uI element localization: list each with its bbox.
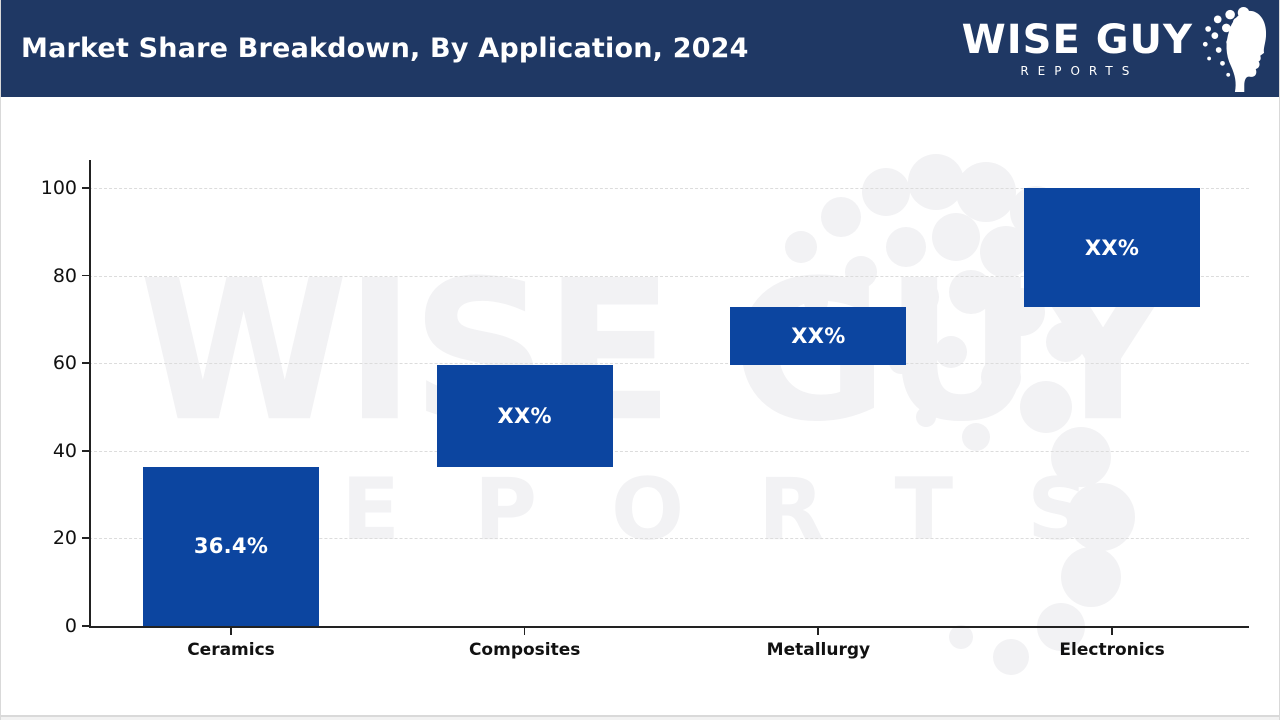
x-tick-mark-electronics bbox=[1111, 628, 1113, 635]
bar-value-label-electronics: XX% bbox=[1084, 235, 1140, 260]
gridline-60 bbox=[89, 363, 1249, 365]
x-category-label-electronics: Electronics bbox=[1059, 640, 1165, 660]
watermark-dot bbox=[886, 227, 926, 267]
watermark-dot bbox=[821, 197, 861, 237]
watermark-dot bbox=[1020, 381, 1072, 433]
y-tick-mark-100 bbox=[82, 187, 89, 189]
watermark-dot bbox=[908, 154, 964, 210]
watermark-dot bbox=[845, 256, 877, 288]
plot-area: WISE GUY REPORTS 0 20 40 60 80 100 36.4% XX% XX… bbox=[1, 97, 1279, 716]
gridline-80 bbox=[89, 275, 1249, 277]
y-tick-label-100: 100 bbox=[40, 177, 77, 199]
x-tick-mark-metallurgy bbox=[817, 628, 820, 635]
bar-composites: XX% bbox=[436, 365, 613, 467]
chart-title: Market Share Breakdown, By Application, … bbox=[21, 33, 749, 64]
x-category-label-ceramics: Ceramics bbox=[187, 640, 275, 660]
logo-wordmark: WISE GUY REPORTS bbox=[962, 20, 1193, 78]
bar-value-label-composites: XX% bbox=[497, 403, 552, 428]
x-tick-mark-ceramics bbox=[230, 628, 232, 635]
bar-metallurgy: XX% bbox=[730, 307, 907, 366]
logo-wordmark-sub: REPORTS bbox=[1020, 64, 1139, 78]
y-tick-label-60: 60 bbox=[52, 352, 77, 375]
y-tick-label-40: 40 bbox=[52, 439, 77, 462]
bottom-border bbox=[1, 715, 1279, 717]
logo-wordmark-main: WISE GUY bbox=[961, 17, 1193, 63]
watermark-text-2: REPORTS bbox=[201, 460, 1164, 560]
watermark-dot bbox=[949, 625, 973, 649]
y-tick-mark-40 bbox=[82, 449, 89, 452]
watermark-dot bbox=[1061, 547, 1121, 607]
y-tick-label-0: 0 bbox=[64, 615, 77, 637]
x-category-label-metallurgy: Metallurgy bbox=[766, 640, 871, 660]
watermark-dot bbox=[962, 423, 990, 451]
y-tick-mark-20 bbox=[82, 537, 89, 540]
watermark-dot bbox=[785, 231, 817, 263]
bar-ceramics: 36.4% bbox=[143, 466, 319, 626]
y-axis-spine bbox=[89, 160, 91, 626]
watermark-dot bbox=[903, 279, 939, 315]
watermark-dot bbox=[993, 639, 1029, 675]
watermark-dot bbox=[1046, 322, 1086, 362]
logo: WISE GUY REPORTS bbox=[962, 6, 1269, 92]
y-tick-mark-80 bbox=[82, 274, 89, 277]
gridline-20 bbox=[89, 538, 1249, 540]
y-tick-mark-0 bbox=[82, 625, 89, 627]
x-category-label-composites: Composites bbox=[468, 640, 581, 660]
watermark-dot bbox=[862, 168, 910, 216]
bottom-edge bbox=[1, 717, 1279, 720]
gridline-100 bbox=[89, 188, 1249, 189]
x-axis-spine bbox=[89, 626, 1249, 628]
gridline-40 bbox=[89, 450, 1249, 452]
watermark-dot bbox=[932, 213, 980, 261]
y-tick-label-20: 20 bbox=[52, 527, 77, 550]
watermark-dot bbox=[956, 162, 1016, 222]
bar-value-label-ceramics: 36.4% bbox=[193, 534, 269, 559]
bar-value-label-metallurgy: XX% bbox=[791, 324, 846, 349]
header-bar: Market Share Breakdown, By Application, … bbox=[1, 0, 1279, 97]
face-profile-dots-icon bbox=[1202, 6, 1267, 92]
x-tick-mark-composites bbox=[523, 628, 526, 635]
y-tick-mark-60 bbox=[82, 362, 89, 364]
watermark-dot bbox=[916, 407, 936, 427]
bar-electronics: XX% bbox=[1024, 188, 1201, 308]
watermark-dot bbox=[1051, 427, 1111, 487]
watermark-dot bbox=[949, 270, 993, 314]
watermark-text-1: WISE GUY bbox=[139, 238, 1172, 465]
y-tick-label-80: 80 bbox=[52, 264, 77, 287]
watermark-dot bbox=[1067, 483, 1135, 551]
